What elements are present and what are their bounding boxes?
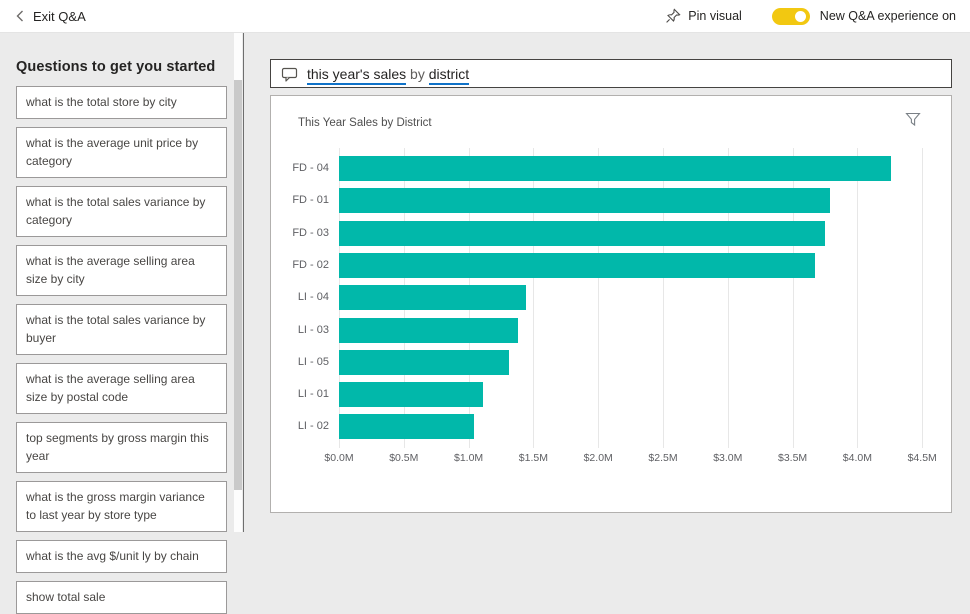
qna-word[interactable]: by (410, 65, 425, 82)
new-qna-toggle[interactable] (771, 7, 810, 25)
qna-query-text: this year's sales by district (307, 65, 470, 85)
bar[interactable] (339, 188, 831, 214)
y-axis-category-label: LI - 01 (297, 388, 329, 401)
qna-input[interactable]: this year's sales by district (270, 59, 952, 88)
bar[interactable] (339, 285, 526, 311)
question-suggestion-button[interactable]: what is the average selling area size by… (16, 363, 227, 414)
question-suggestion-button[interactable]: what is the average selling area size by… (16, 245, 227, 296)
bar[interactable] (339, 317, 518, 343)
x-axis-tick-label: $0.5M (389, 452, 419, 464)
question-suggestion-button[interactable]: what is the total store by city (16, 86, 227, 119)
chart-title: This Year Sales by District (298, 117, 432, 129)
x-axis-tick-label: $1.0M (454, 452, 484, 464)
bar[interactable] (339, 156, 892, 181)
question-suggestion-button[interactable]: what is the average unit price by catego… (16, 127, 227, 178)
question-suggestion-button[interactable]: top segments by gross margin this year (16, 422, 227, 473)
question-suggestion-button[interactable]: what is the gross margin variance to las… (16, 481, 227, 532)
recognized-term[interactable]: district (428, 65, 470, 85)
exit-qna-button[interactable]: Exit Q&A (16, 9, 86, 24)
x-axis-tick-label: $4.5M (907, 452, 937, 464)
bar[interactable] (339, 252, 815, 278)
bar-chart: $0.0M $0.5M $1.0M $1.5M $2.0M $2.5M $3.0M $3.5M… (271, 96, 951, 512)
sidebar-scrollbar[interactable] (234, 33, 242, 532)
bar[interactable] (339, 220, 825, 246)
panel-divider (243, 33, 244, 532)
x-axis-tick-label: $2.5M (648, 452, 678, 464)
gridline (857, 148, 859, 448)
gridline (598, 148, 600, 448)
x-axis-tick-label: $4.0M (842, 452, 872, 464)
recognized-term[interactable]: this year's sales (307, 65, 407, 85)
sidebar-heading: Questions to get you started (16, 59, 216, 75)
chevron-left-icon (16, 10, 24, 22)
question-suggestion-button[interactable]: what is the avg $/unit ly by chain (16, 540, 227, 573)
exit-qna-label: Exit Q&A (33, 8, 86, 24)
y-axis-category-label: FD - 02 (292, 258, 329, 271)
bar[interactable] (339, 382, 483, 408)
x-axis-tick-label: $3.5M (778, 452, 808, 464)
gridline (922, 148, 924, 448)
x-axis-tick-label: $2.0M (583, 452, 613, 464)
x-axis-tick-label: $3.0M (713, 452, 743, 464)
y-axis-category-label: FD - 01 (292, 194, 329, 207)
gridline (663, 148, 664, 448)
questions-sidebar: Questions to get you started what is the… (0, 33, 228, 614)
pin-visual-label: Pin visual (688, 9, 742, 23)
y-axis-category-label: LI - 03 (297, 323, 329, 336)
scrollbar-thumb[interactable] (234, 80, 242, 490)
topbar-actions: Pin visual New Q&A experience on (665, 7, 956, 25)
y-axis-category-label: LI - 05 (297, 355, 329, 368)
chart-card: This Year Sales by District $0.0M $0.5M $1… (270, 95, 952, 513)
bar[interactable] (339, 349, 509, 375)
gridline (533, 148, 535, 448)
y-axis-category-label: LI - 04 (297, 291, 329, 304)
filter-funnel-icon[interactable] (905, 112, 921, 127)
question-suggestion-button[interactable]: what is the total sales variance by buye… (16, 304, 227, 355)
x-axis-tick-label: $1.5M (518, 452, 548, 464)
question-suggestion-button[interactable]: show total sale (16, 581, 227, 614)
gridline (727, 148, 729, 448)
x-axis-tick-label: $0.0M (324, 452, 354, 464)
speech-bubble-icon (281, 66, 298, 82)
gridline (792, 148, 794, 448)
pin-visual-button[interactable]: Pin visual (665, 8, 742, 24)
main-area: this year's sales by district This Year … (244, 33, 970, 532)
toggle-label: New Q&A experience on (819, 9, 956, 23)
y-axis-category-label: LI - 02 (297, 420, 329, 433)
toggle-knob (794, 10, 806, 22)
top-bar: Exit Q&A Pin visual New Q&A experience o… (0, 0, 970, 33)
bar[interactable] (339, 414, 474, 440)
pin-icon (665, 8, 681, 24)
question-suggestion-button[interactable]: what is the total sales variance by cate… (16, 186, 227, 237)
question-list: what is the total store by city what is t… (16, 86, 228, 614)
y-axis-category-label: FD - 04 (292, 162, 329, 174)
y-axis-category-label: FD - 03 (292, 226, 329, 239)
